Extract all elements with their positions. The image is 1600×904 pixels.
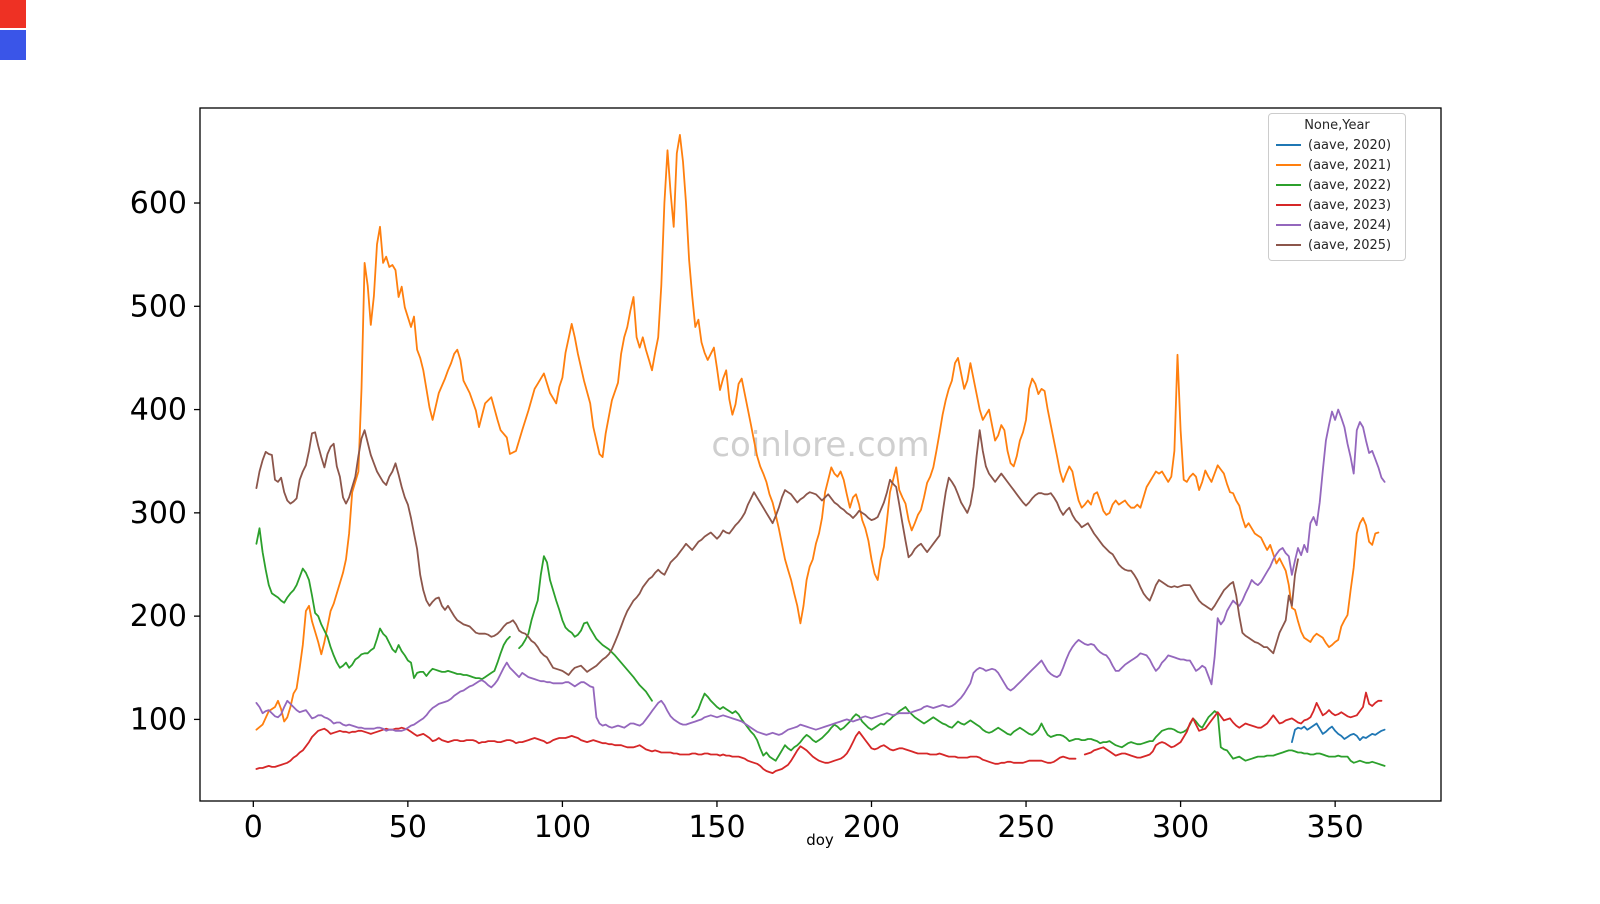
y-tick-label: 600 [130,186,187,221]
series-line-aave-2025 [255,429,1299,676]
legend-title: None,Year [1304,118,1370,133]
corner-block-blue [0,30,26,60]
y-tick-label: 100 [130,702,187,737]
legend-entries: (aave, 2020) (aave, 2021) (aave, 2022) (aav… [1276,135,1398,255]
legend-entry: (aave, 2021) [1276,155,1398,175]
y-tick-label: 400 [130,393,187,428]
y-tick-label: 300 [130,496,187,531]
series-line-aave-2024 [255,408,1386,736]
legend-label: (aave, 2021) [1308,157,1392,173]
legend-line-swatch [1276,244,1301,246]
x-tick-label: 300 [1152,810,1209,845]
x-tick-label: 350 [1307,810,1364,845]
legend-entry: (aave, 2022) [1276,175,1398,195]
legend-line-swatch [1276,164,1301,166]
y-tick-label: 200 [130,599,187,634]
legend-line-swatch [1276,224,1301,226]
legend-label: (aave, 2025) [1308,237,1392,253]
legend-label: (aave, 2024) [1308,217,1392,233]
series-line-aave-2020 [1291,722,1386,743]
legend-label: (aave, 2022) [1308,177,1392,193]
series-line-aave-2022 [518,555,653,702]
plot-border [199,107,1442,802]
series-line-aave-2022 [255,527,511,680]
legend: None,Year (aave, 2020) (aave, 2021) (aave,… [1268,113,1406,261]
x-tick-label: 0 [244,810,263,845]
legend-line-swatch [1276,184,1301,186]
legend-entry: (aave, 2023) [1276,195,1398,215]
legend-entry: (aave, 2024) [1276,215,1398,235]
legend-entry: (aave, 2020) [1276,135,1398,155]
series-line-aave-2022 [691,692,1386,767]
x-tick-label: 200 [843,810,900,845]
y-tick-label: 500 [130,289,187,324]
legend-label: (aave, 2020) [1308,137,1392,153]
series-line-aave-2021 [255,133,1380,731]
watermark-text: coinlore.com [711,425,929,465]
legend-line-swatch [1276,204,1301,206]
x-tick-label: 250 [997,810,1054,845]
legend-label: (aave, 2023) [1308,197,1392,213]
series-line-aave-2023 [1083,691,1383,759]
x-axis-label: doy [806,831,834,849]
corner-block-red [0,0,26,28]
legend-entry: (aave, 2025) [1276,235,1398,255]
legend-line-swatch [1276,144,1301,146]
x-tick-label: 150 [688,810,745,845]
x-tick-label: 50 [389,810,427,845]
x-tick-label: 100 [534,810,591,845]
